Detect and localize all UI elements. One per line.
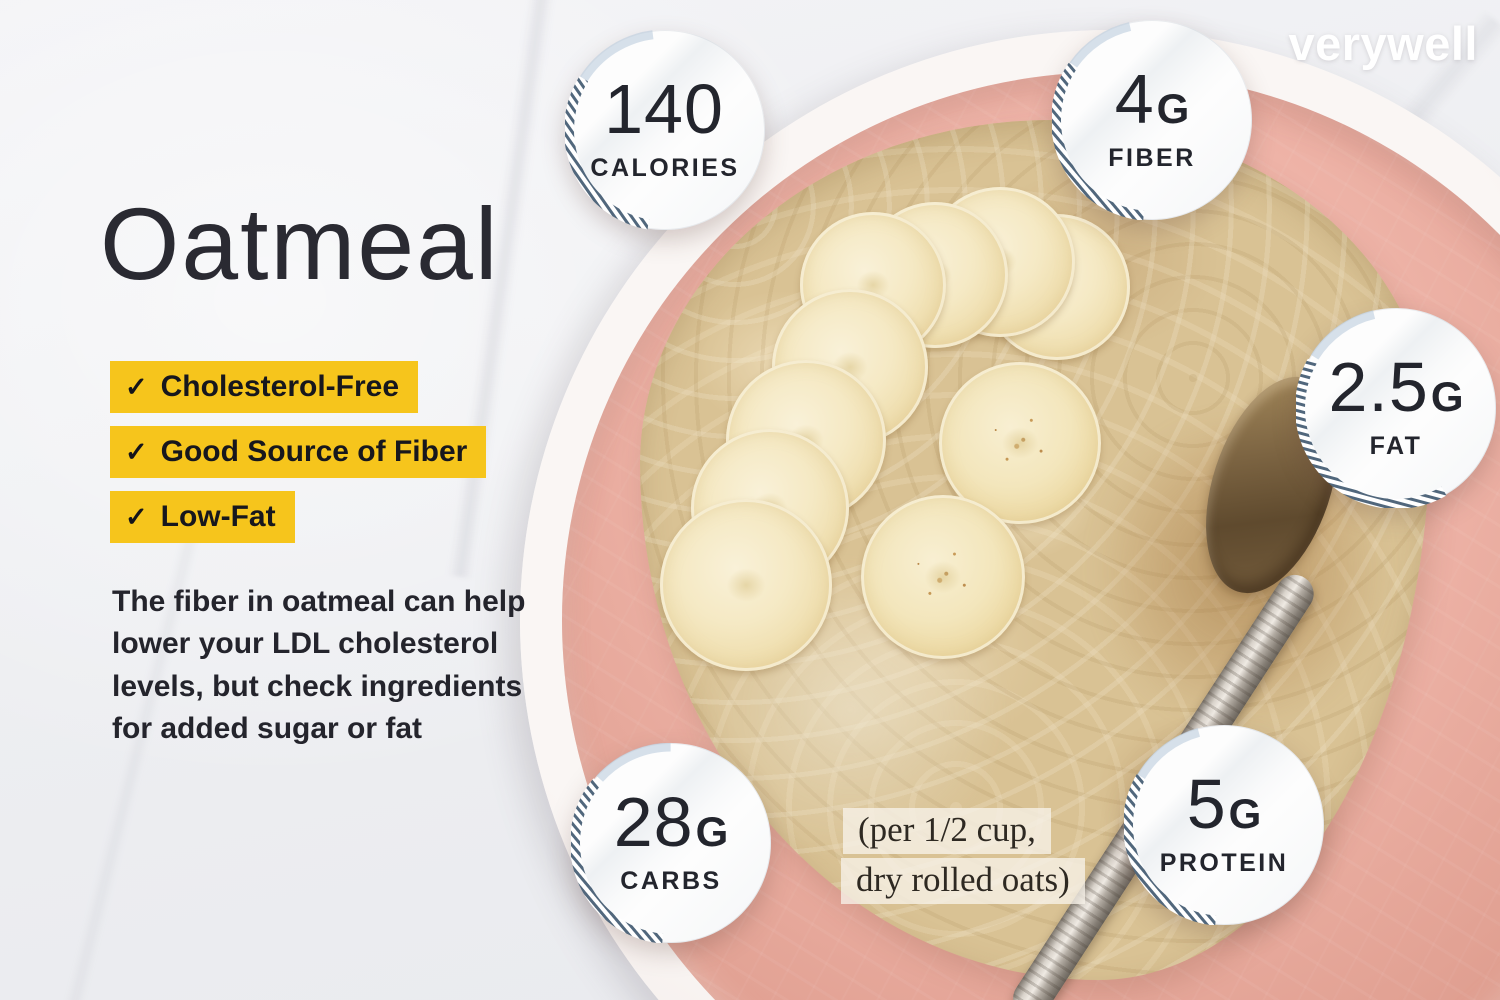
badge-hatch-arc-icon [1296, 308, 1496, 508]
badge-label: FAT [1369, 431, 1423, 460]
highlight-label: Good Source of Fiber [160, 435, 468, 468]
badge-unit: G [1228, 789, 1262, 837]
check-icon: ✓ [125, 436, 148, 467]
badge-unit: G [1156, 84, 1190, 132]
banana-slice-cinnamon [939, 362, 1101, 524]
badge-label: CALORIES [590, 153, 740, 182]
badge-label: FIBER [1108, 143, 1196, 172]
highlight-label: Low-Fat [160, 500, 276, 533]
serving-note-line1: (per 1/2 cup, [843, 808, 1051, 854]
badge-fat: 2.5 G FAT [1296, 308, 1496, 508]
badge-hatch-arc-icon [1124, 725, 1324, 925]
badge-value: 5 [1186, 764, 1227, 843]
highlight-list: ✓ Cholesterol-Free ✓ Good Source of Fibe… [110, 361, 487, 543]
badge-value: 2.5 [1328, 347, 1429, 426]
badge-protein: 5 G PROTEIN [1124, 725, 1324, 925]
highlight-chip-cholesterol-free: ✓ Cholesterol-Free [110, 361, 419, 413]
badge-hatch-arc-icon [1052, 20, 1252, 220]
badge-unit: G [695, 807, 729, 855]
description-text: The fiber in oatmeal can help lower your… [112, 585, 526, 745]
highlight-chip-low-fat: ✓ Low-Fat [110, 491, 295, 543]
serving-note-line2: dry rolled oats) [841, 858, 1085, 904]
badge-value: 140 [604, 69, 724, 148]
badge-label: CARBS [620, 866, 722, 895]
banana-slice [660, 499, 832, 671]
badge-hatch-arc-icon [571, 743, 771, 943]
check-icon: ✓ [125, 501, 148, 532]
brand-logo: verywell [1288, 17, 1478, 70]
badge-hatch-arc-icon [565, 30, 765, 230]
badge-calories: 140 CALORIES [565, 30, 765, 230]
banana-slice-cinnamon [861, 495, 1025, 659]
highlight-label: Cholesterol-Free [160, 370, 400, 403]
badge-value: 4 [1114, 59, 1155, 138]
highlight-chip-fiber-source: ✓ Good Source of Fiber [110, 426, 487, 478]
badge-unit: G [1430, 372, 1464, 420]
check-icon: ✓ [125, 371, 148, 402]
badge-value: 28 [613, 782, 694, 861]
badge-carbs: 28 G CARBS [571, 743, 771, 943]
badge-fiber: 4 G FIBER [1052, 20, 1252, 220]
page-title: Oatmeal [100, 187, 500, 301]
badge-label: PROTEIN [1159, 848, 1289, 877]
